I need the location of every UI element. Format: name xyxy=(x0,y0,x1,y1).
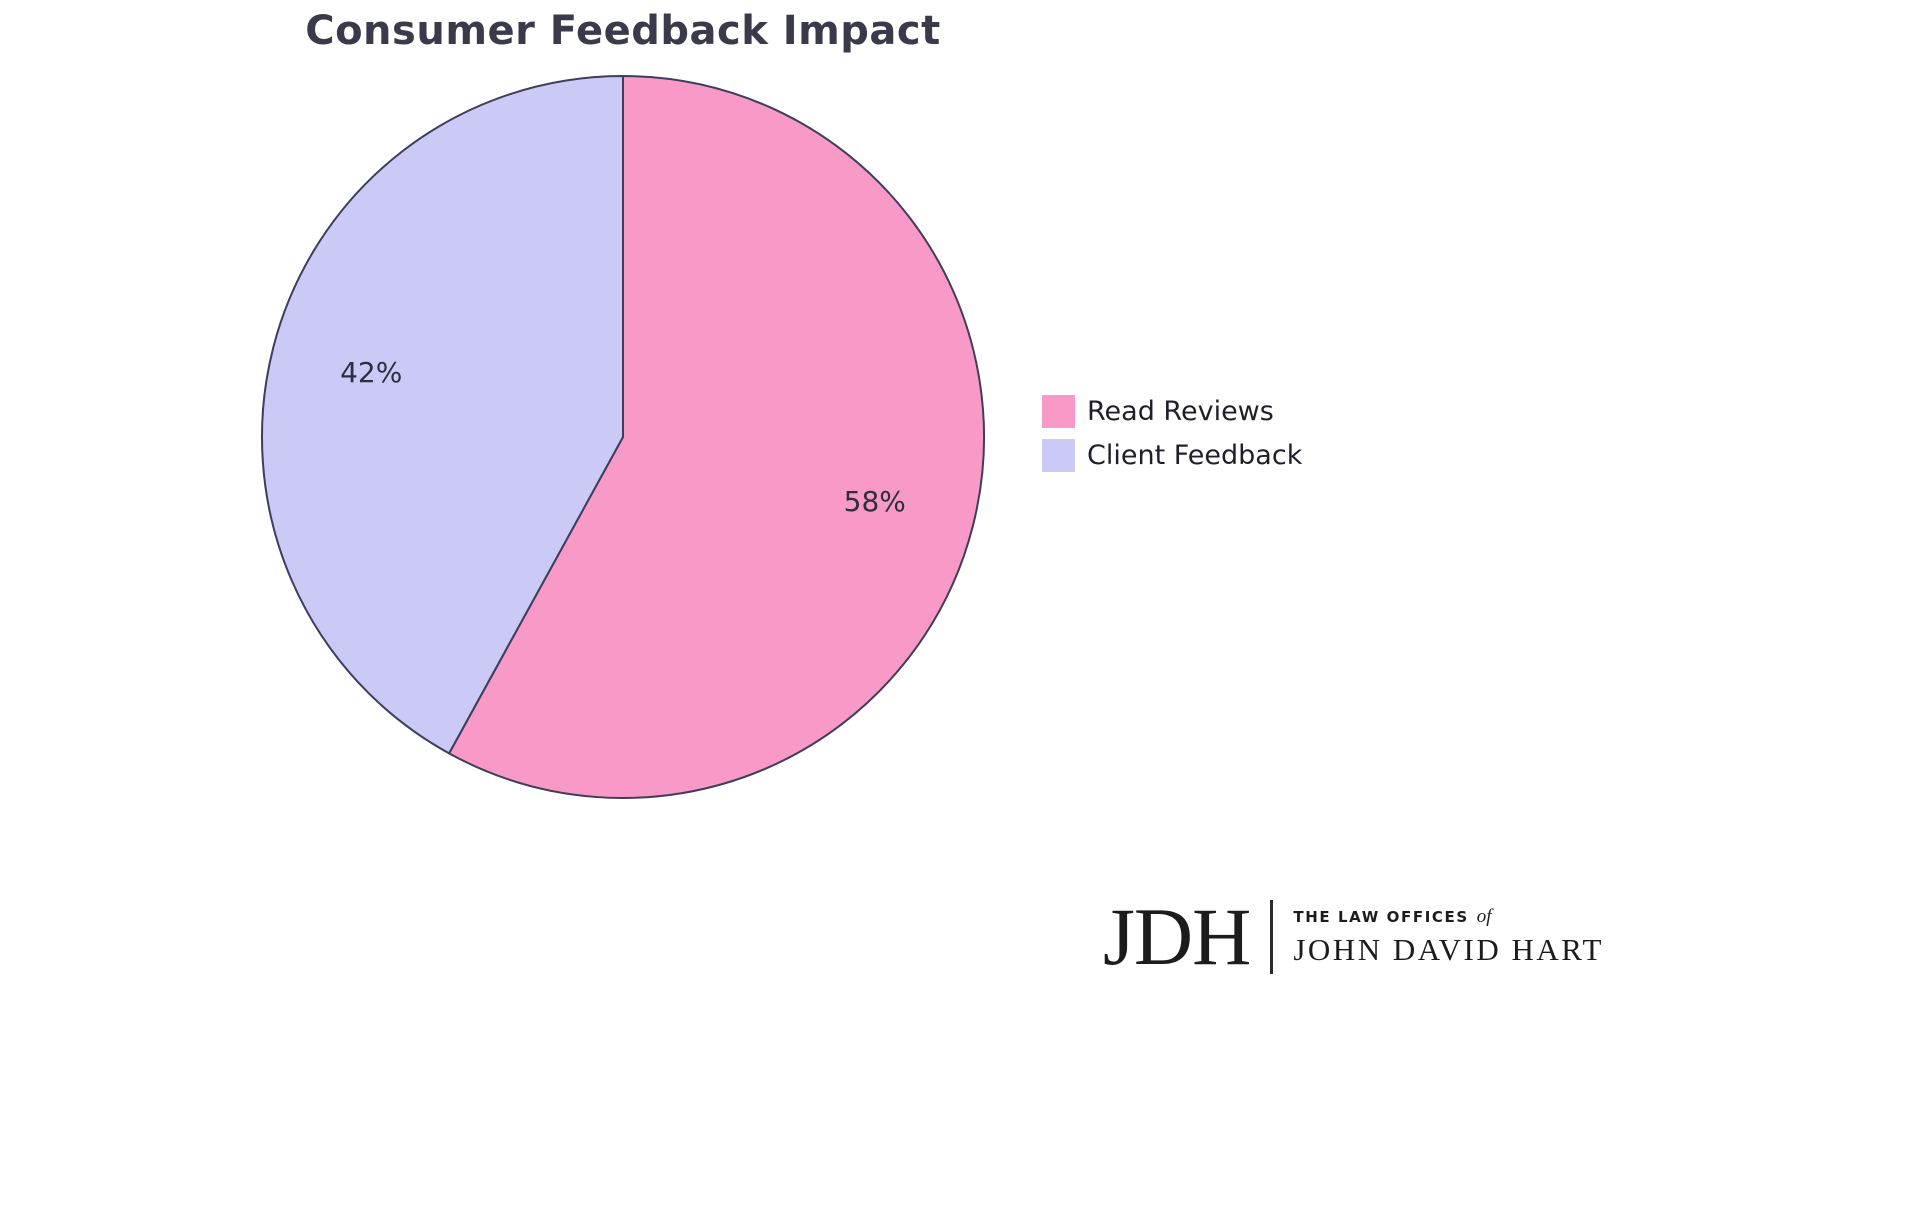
legend-swatch xyxy=(1042,395,1075,428)
logo-firm-name: JOHN DAVID HART xyxy=(1293,932,1604,967)
logo-tagline-prefix: THE LAW OFFICES xyxy=(1293,908,1469,926)
legend-item: Client Feedback xyxy=(1042,439,1302,472)
logo-tagline-of: of xyxy=(1476,906,1492,927)
logo-tagline: THE LAW OFFICES of xyxy=(1293,906,1604,928)
logo-divider xyxy=(1270,900,1274,974)
logo-monogram: JDH xyxy=(1103,891,1251,982)
logo-text-block: THE LAW OFFICES of JOHN DAVID HART xyxy=(1293,906,1604,968)
pie-slice-read-reviews xyxy=(448,75,985,799)
legend-item: Read Reviews xyxy=(1042,395,1302,428)
legend-label: Read Reviews xyxy=(1087,396,1274,427)
legend-label: Client Feedback xyxy=(1087,440,1303,471)
slice-percent-label: 58% xyxy=(844,485,906,518)
law-firm-logo: JDH THE LAW OFFICES of JOHN DAVID HART xyxy=(1103,896,1604,978)
legend: Read Reviews Client Feedback xyxy=(1042,395,1302,472)
pie-slice-client-feedback xyxy=(261,75,624,755)
chart-title: Consumer Feedback Impact xyxy=(305,8,941,54)
slice-percent-label: 42% xyxy=(340,356,402,389)
legend-swatch xyxy=(1042,439,1075,472)
